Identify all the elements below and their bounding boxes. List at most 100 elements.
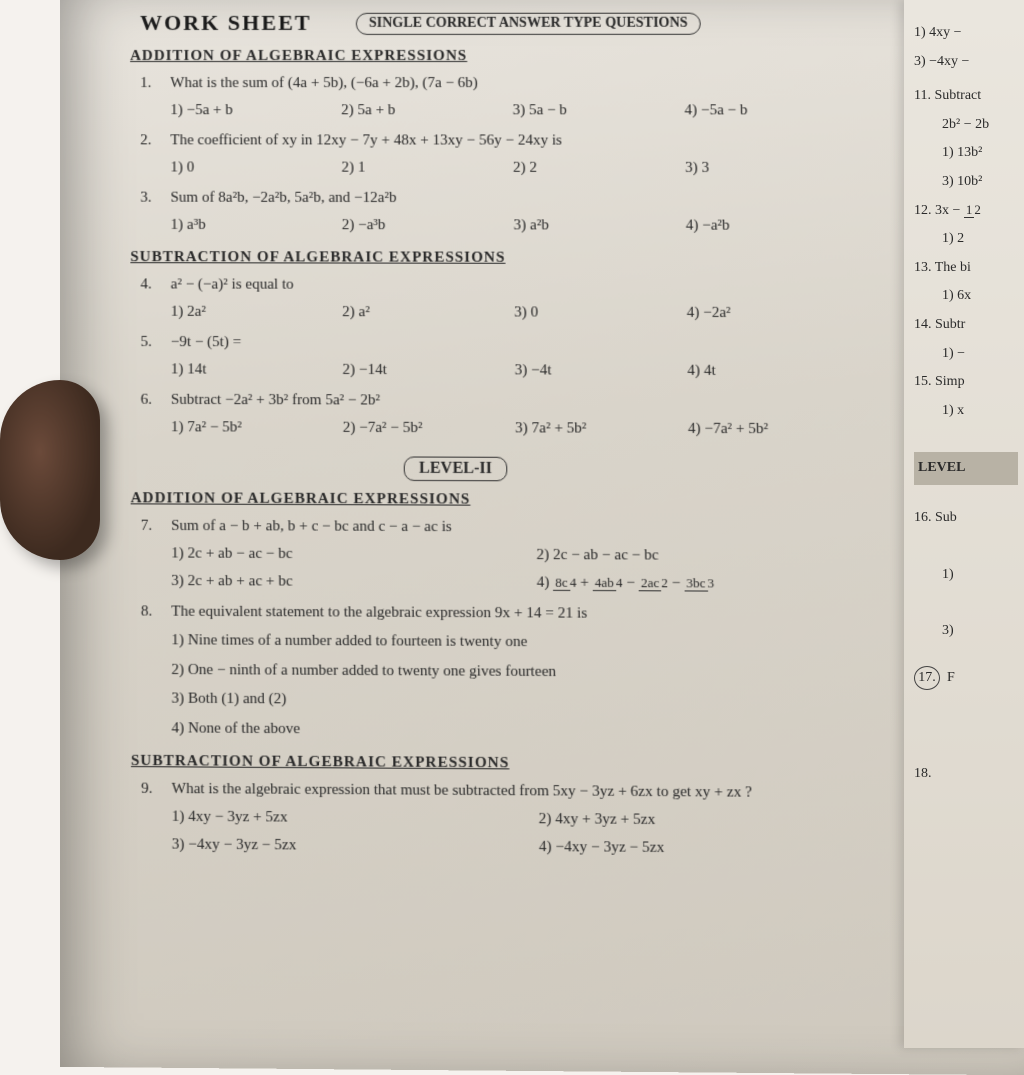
option: 2) 2 <box>513 155 645 182</box>
question-2: 2. The coefficient of xy in 12xy − 7y + … <box>140 128 990 153</box>
option: 1) 2a² <box>171 299 302 327</box>
question-4: 4. a² − (−a)² is equal to <box>140 272 992 298</box>
option: 4) −4xy − 3yz − 5zx <box>539 834 672 863</box>
question-text: a² − (−a)² is equal to <box>171 276 294 292</box>
worksheet-title: WORK SHEET <box>140 10 312 36</box>
question-type-pill: SINGLE CORRECT ANSWER TYPE QUESTIONS <box>356 13 701 35</box>
question-text: The equivalent statement to the algebrai… <box>171 603 587 621</box>
level-bar: LEVEL <box>914 452 1018 485</box>
q2-options: 1) 0 2) 1 2) 2 3) 3 <box>170 154 990 182</box>
question-5: 5. −9t − (5t) = <box>141 330 994 356</box>
qnum: 1. <box>140 71 170 95</box>
option: 2) −a³b <box>342 212 473 239</box>
level-2-label: LEVEL-II <box>404 456 508 481</box>
question-1: 1. What is the sum of (4a + 5b), (−6a + … <box>140 71 989 95</box>
q5-options: 1) 14t 2) −14t 3) −4t 4) 4t <box>171 356 994 386</box>
q8-options: 1) Nine times of a number added to fourt… <box>171 626 999 748</box>
question-text: Sum of 8a²b, −2a²b, 5a²b, and −12a²b <box>170 190 396 206</box>
section-subtraction-2: SUBTRACTION OF ALGEBRAIC EXPRESSIONS <box>131 753 1000 776</box>
question-7: 7. Sum of a − b + ab, b + c − bc and c −… <box>141 514 996 542</box>
circled-number: 17. <box>914 666 940 690</box>
question-text: The coefficient of xy in 12xy − 7y + 48x… <box>170 132 562 148</box>
option: 1) Nine times of a number added to fourt… <box>171 626 998 659</box>
question-8: 8. The equivalent statement to the algeb… <box>141 599 998 628</box>
option: 2) 1 <box>341 155 472 182</box>
qnum: 6. <box>141 388 171 412</box>
option: 3) a²b <box>513 212 645 239</box>
adjacent-page-strip: 1) 4xy − 3) −4xy − 11. Subtract 2b² − 2b… <box>904 0 1024 1048</box>
option: 2) 4xy + 3yz + 5zx <box>539 806 672 835</box>
qnum: 4. <box>140 272 170 296</box>
option: 1) a³b <box>170 212 301 239</box>
q7-options: 1) 2c + ab − ac − bc 2) 2c − ab − ac − b… <box>171 540 997 599</box>
option: 3) 3 <box>685 155 817 182</box>
partial-option: 1) 2 <box>914 226 1018 253</box>
q4-options: 1) 2a² 2) a² 3) 0 4) −2a² <box>171 299 993 328</box>
question-6: 6. Subtract −2a² + 3b² from 5a² − 2b² <box>141 388 994 415</box>
partial-q11: 11. Subtract <box>914 83 1018 110</box>
qnum: 9. <box>141 776 172 801</box>
question-text: Sum of a − b + ab, b + c − bc and c − a … <box>171 518 452 535</box>
option: 1) 14t <box>171 356 302 384</box>
section-subtraction-1: SUBTRACTION OF ALGEBRAIC EXPRESSIONS <box>130 249 991 268</box>
partial-option: 1) 4xy − <box>914 20 1018 47</box>
q9-options: 1) 4xy − 3yz + 5zx 2) 4xy + 3yz + 5zx 3)… <box>172 803 1002 864</box>
partial-option: 3) 10b² <box>914 169 1018 196</box>
qnum: 7. <box>141 514 171 539</box>
option: 3) 0 <box>514 299 646 327</box>
partial-option: 1) x <box>914 398 1018 425</box>
question-3: 3. Sum of 8a²b, −2a²b, 5a²b, and −12a²b <box>140 186 990 211</box>
option: 4) −2a² <box>687 300 820 328</box>
q3-options: 1) a³b 2) −a³b 3) a²b 4) −a²b <box>170 212 991 240</box>
option: 4) −a²b <box>686 212 818 240</box>
option: 1) 0 <box>170 154 301 181</box>
qnum: 3. <box>140 186 170 210</box>
question-text: What is the sum of (4a + 5b), (−6a + 2b)… <box>170 75 478 91</box>
q6-options: 1) 7a² − 5b² 2) −7a² − 5b² 3) 7a² + 5b² … <box>171 414 995 444</box>
question-text: −9t − (5t) = <box>171 334 242 350</box>
option: 4) None of the above <box>171 713 999 747</box>
option: 3) −4t <box>515 357 647 385</box>
option: 2) One − ninth of a number added to twen… <box>171 655 998 689</box>
question-text: What is the algebraic expression that mu… <box>172 781 752 801</box>
partial-q16: 16. Sub <box>914 505 1018 532</box>
partial-q18: 18. <box>914 761 1018 788</box>
option: 3) −4xy − 3yz − 5zx <box>172 831 437 861</box>
qnum: 8. <box>141 599 171 624</box>
qnum: 5. <box>141 330 171 354</box>
section-addition-1: ADDITION OF ALGEBRAIC EXPRESSIONS <box>130 48 988 65</box>
option: 1) −5a + b <box>170 97 301 124</box>
partial-option: 3) −4xy − <box>914 49 1018 76</box>
worksheet-page: WORK SHEET SINGLE CORRECT ANSWER TYPE QU… <box>60 0 1024 1075</box>
option: 2) a² <box>342 299 474 327</box>
partial-option: 3) <box>914 618 1018 645</box>
option-4-fractions: 4) 8c4 + 4ab4 − 2ac2 − 3bc3 <box>537 569 715 597</box>
partial-q17: 17. F <box>914 665 1018 692</box>
partial-text: 2b² − 2b <box>914 112 1018 139</box>
thumb-holding-page <box>0 380 100 560</box>
q1-options: 1) −5a + b 2) 5a + b 3) 5a − b 4) −5a − … <box>170 97 989 125</box>
option: 2) 5a + b <box>341 97 472 124</box>
option: 1) 4xy − 3yz + 5zx <box>172 803 437 833</box>
partial-q15: 15. Simp <box>914 369 1018 396</box>
option: 3) Both (1) and (2) <box>171 684 999 718</box>
option: 3) 5a − b <box>512 97 644 124</box>
option: 2) 2c − ab − ac − bc <box>536 542 669 570</box>
partial-option: 1) 13b² <box>914 140 1018 167</box>
option: 4) 4t <box>687 358 820 386</box>
qnum: 2. <box>140 128 170 152</box>
partial-option: 1) <box>914 562 1018 589</box>
option: 2) −7a² − 5b² <box>343 415 475 443</box>
option: 4) −5a − b <box>684 97 816 124</box>
option: 1) 7a² − 5b² <box>171 414 302 442</box>
option: 2) −14t <box>342 357 474 385</box>
partial-option: 1) − <box>914 341 1018 368</box>
partial-q14: 14. Subtr <box>914 312 1018 339</box>
section-addition-2: ADDITION OF ALGEBRAIC EXPRESSIONS <box>131 490 996 511</box>
option: 3) 7a² + 5b² <box>515 415 647 443</box>
header-row: WORK SHEET SINGLE CORRECT ANSWER TYPE QU… <box>140 10 988 38</box>
option: 1) 2c + ab − ac − bc <box>171 540 435 569</box>
question-text: Subtract −2a² + 3b² from 5a² − 2b² <box>171 392 380 409</box>
option: 4) −7a² + 5b² <box>688 416 821 444</box>
partial-q12: 12. 3x − 12 <box>914 198 1018 225</box>
